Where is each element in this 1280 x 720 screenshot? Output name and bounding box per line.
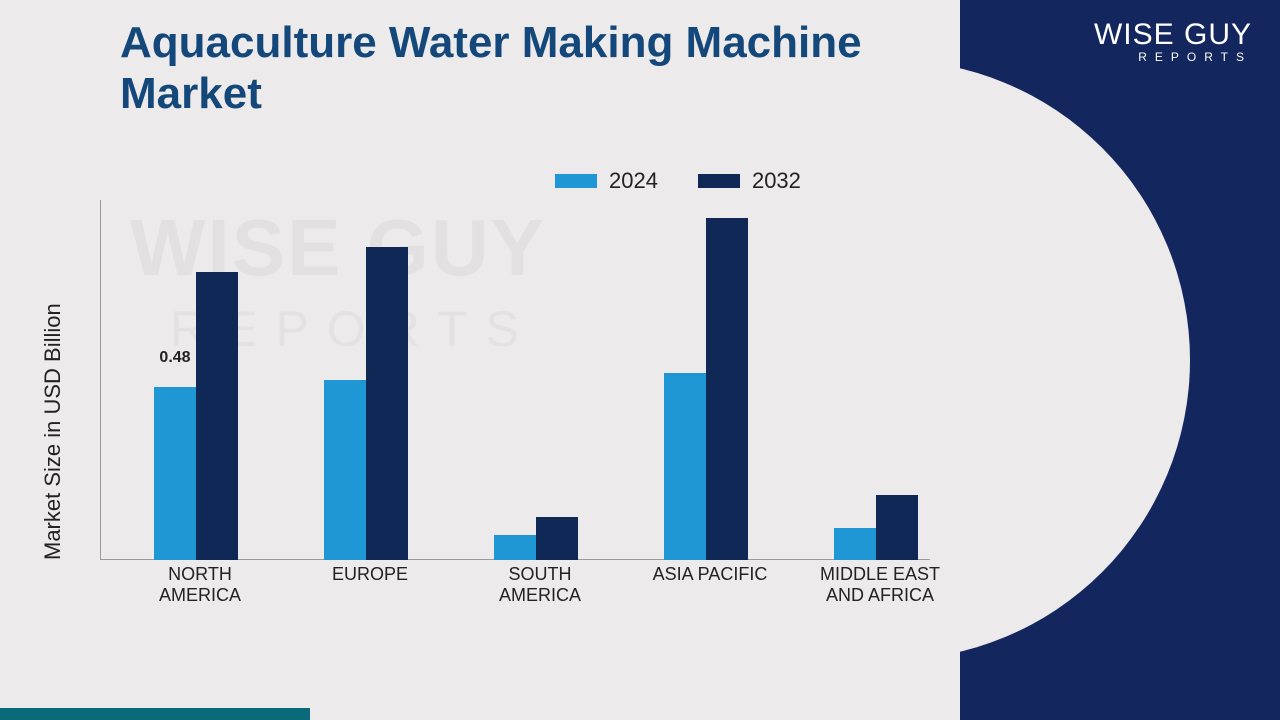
- bar-2024: [664, 373, 706, 560]
- brand-sub: REPORTS: [1094, 50, 1252, 64]
- category-labels-row: NORTH AMERICA EUROPE SOUTH AMERICA ASIA PAC…: [100, 560, 930, 680]
- legend-swatch-2024: [555, 174, 597, 188]
- brand-logo: WISE GUY REPORTS: [1094, 18, 1252, 64]
- category-label: ASIA PACIFIC: [645, 564, 775, 585]
- legend-label-2032: 2032: [752, 168, 801, 194]
- legend-label-2024: 2024: [609, 168, 658, 194]
- category-label: MIDDLE EAST AND AFRICA: [815, 564, 945, 605]
- footer-accent-bar: [0, 708, 310, 720]
- y-axis-line: [100, 200, 101, 560]
- page-root: WISE GUY REPORTS Aquaculture Water Makin…: [0, 0, 1280, 720]
- bar-2024: [154, 387, 196, 560]
- chart-title: Aquaculture Water Making Machine Market: [120, 18, 880, 119]
- legend: 2024 2032: [555, 168, 801, 194]
- legend-item-2024: 2024: [555, 168, 658, 194]
- category-label: SOUTH AMERICA: [475, 564, 605, 605]
- brand-main: WISE GUY: [1094, 18, 1252, 52]
- legend-item-2032: 2032: [698, 168, 801, 194]
- bar-2032: [706, 218, 748, 560]
- bar-2032: [196, 272, 238, 560]
- bar-2024: [494, 535, 536, 560]
- bar-2032: [366, 247, 408, 560]
- bar-2032: [876, 495, 918, 560]
- bar-2024: [834, 528, 876, 560]
- bar-2032: [536, 517, 578, 560]
- category-label: NORTH AMERICA: [135, 564, 265, 605]
- bar-2024: [324, 380, 366, 560]
- y-axis-label: Market Size in USD Billion: [40, 303, 66, 560]
- chart-plot: 0.48: [100, 200, 930, 560]
- legend-swatch-2032: [698, 174, 740, 188]
- category-label: EUROPE: [305, 564, 435, 585]
- value-label: 0.48: [159, 349, 190, 367]
